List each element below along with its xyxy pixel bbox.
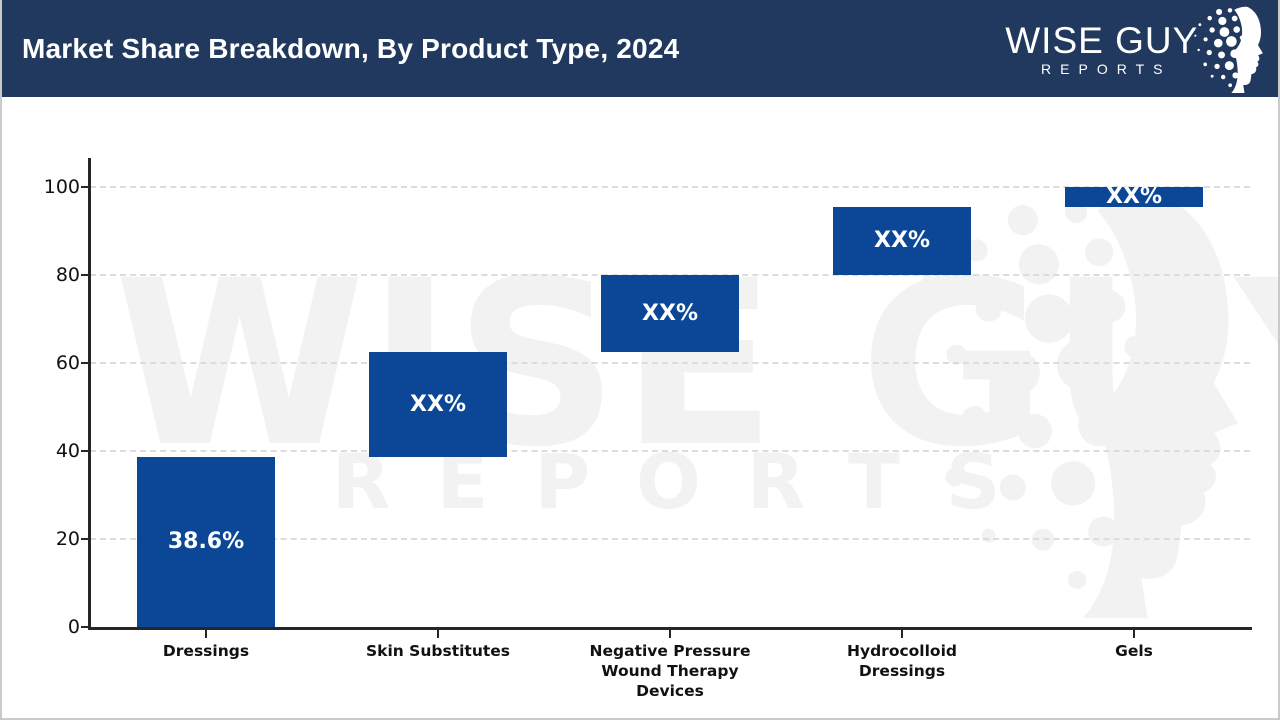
y-tick-label: 100 [43,176,80,198]
x-tick-mark [901,629,903,638]
x-category-label-line: Gels [1115,642,1153,660]
gridline [90,186,1250,188]
x-tick-mark [437,629,439,638]
x-tick-mark [1133,629,1135,638]
x-tick-mark [205,629,207,638]
y-tick-label: 80 [55,264,80,286]
x-category-label-line: Negative Pressure [589,642,751,660]
x-category-label-line: Hydrocolloid [847,642,957,660]
watermark-head-icon [901,194,1238,618]
gridline [90,362,1250,364]
y-tick-mark [81,450,89,452]
wiseguy-logo: WISE GUY REPORTS [1005,5,1264,93]
bar-value-label: XX% [410,391,466,417]
y-axis-line [88,158,91,629]
y-tick-mark [81,626,89,628]
bar-value-label: 38.6% [167,529,245,555]
bar-segment: XX% [833,206,971,275]
x-category-label-line: Dressings [858,662,946,680]
header: Market Share Breakdown, By Product Type,… [2,0,1278,97]
x-axis-line [88,627,1252,630]
bar-segment: XX% [369,352,507,458]
x-category-label-line: Dressings [162,642,250,660]
bar-value-label: XX% [642,300,698,326]
gridline [90,538,1250,540]
y-tick-label: 20 [55,528,80,550]
y-tick-mark [81,274,89,276]
x-category-label: Skin Substitutes [322,641,554,661]
logo-subtitle: REPORTS [1041,60,1172,77]
page-title: Market Share Breakdown, By Product Type,… [22,32,680,64]
x-category-label-line: Skin Substitutes [365,642,511,660]
bar-segment: XX% [601,275,739,352]
x-category-label: Hydrocolloid Dressings [786,641,1018,681]
y-tick-label: 40 [55,440,80,462]
x-tick-mark [669,629,671,638]
bar-value-label: XX% [1106,183,1162,209]
bar-segment: XX% [1065,183,1203,209]
x-category-label-line: Devices [636,682,704,700]
bar-value-label: XX% [874,227,930,253]
x-category-label: Gels [1018,641,1250,661]
gridline [90,450,1250,452]
bar-segment: 38.6% [137,457,275,627]
y-tick-mark [81,186,89,188]
logo-wordmark: WISE GUY [1005,19,1199,61]
wiseguy-logo-text: WISE GUY REPORTS [1005,22,1198,76]
y-tick-mark [81,362,89,364]
x-category-label-line: Wound Therapy [601,662,739,680]
x-category-label: Dressings [90,641,322,661]
x-category-label: Negative Pressure Wound Therapy Devices [554,641,786,701]
wiseguy-head-icon [1194,6,1264,93]
y-tick-label: 0 [67,616,80,638]
y-tick-label: 60 [55,352,80,374]
y-tick-mark [81,538,89,540]
